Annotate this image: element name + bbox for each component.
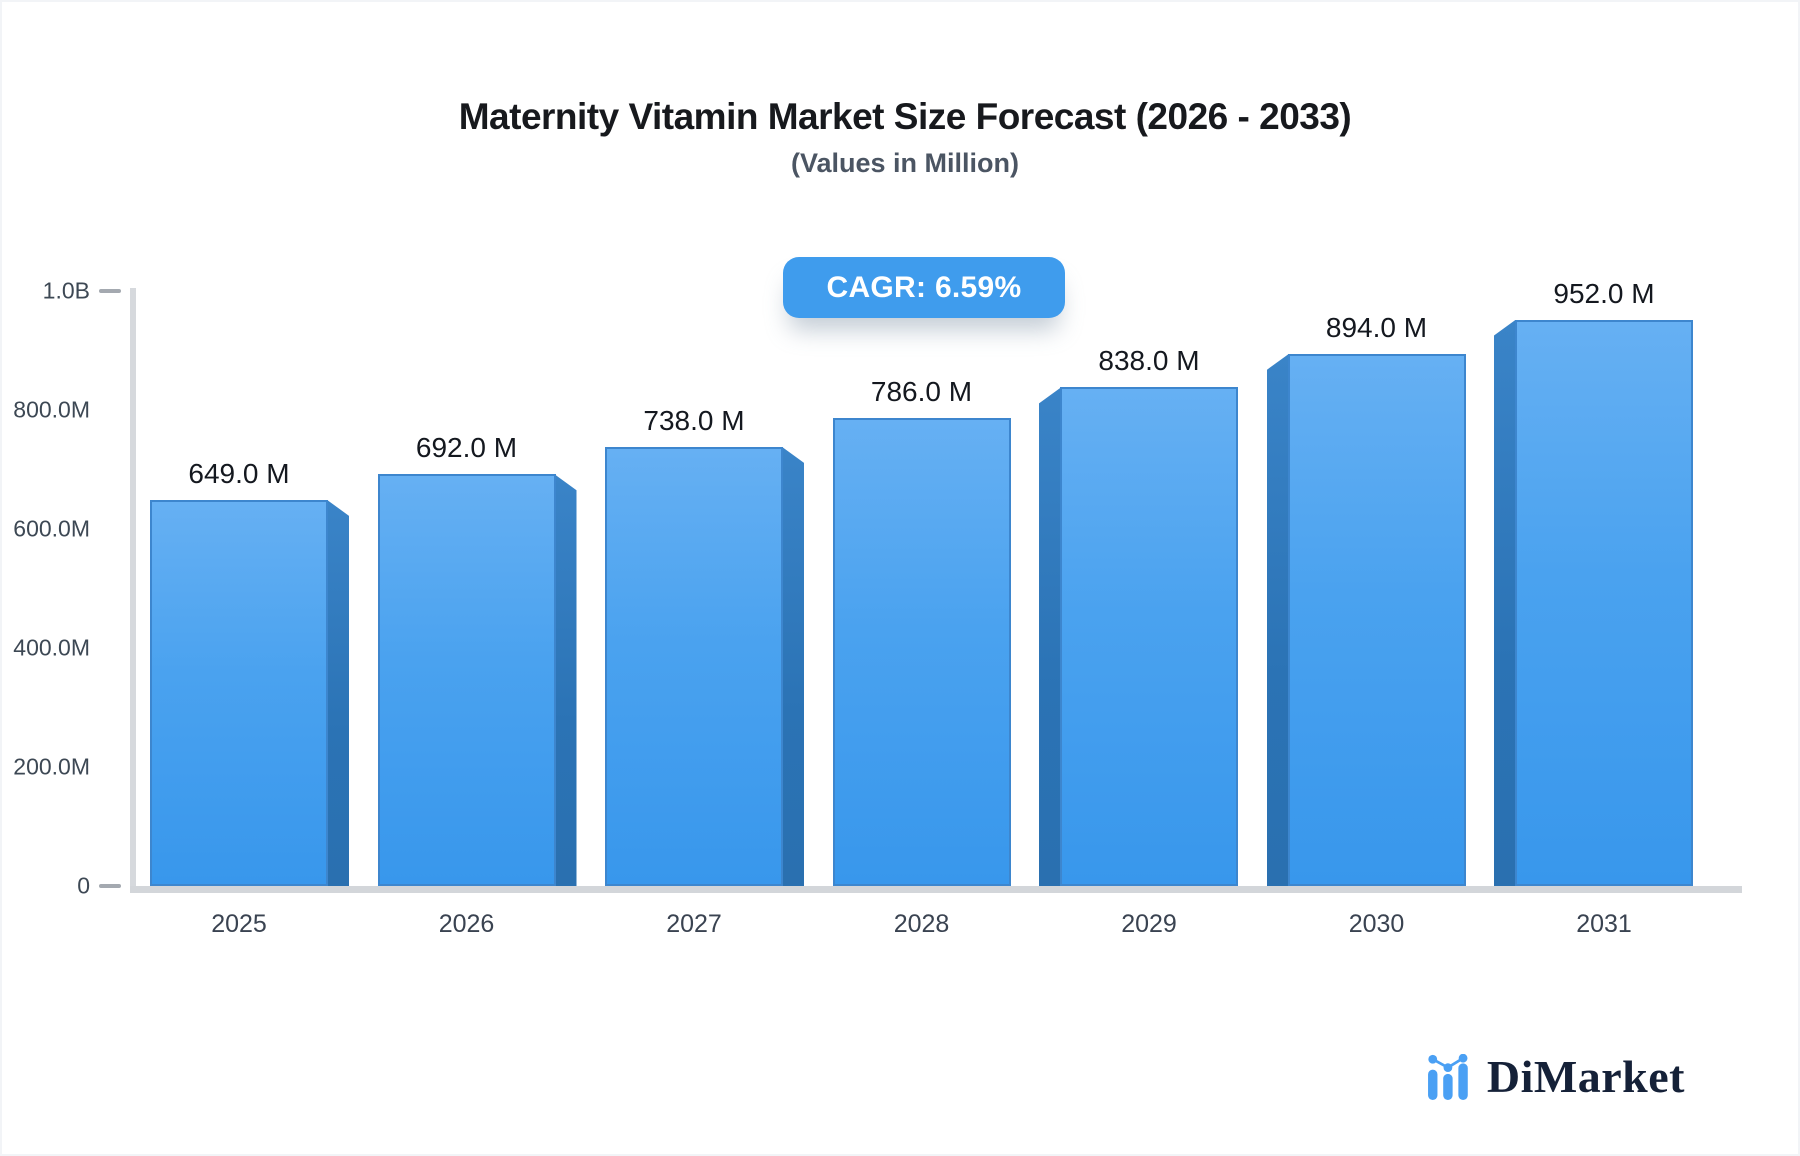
bar-side-face (1039, 387, 1061, 886)
bar-2029 (1060, 387, 1238, 886)
y-tick-mark (99, 289, 121, 293)
bar-value-label: 786.0 M (870, 376, 973, 408)
x-axis-label: 2029 (1121, 910, 1177, 938)
brand-name: DiMarket (1486, 1051, 1685, 1102)
y-tick-label: 200.0M (13, 753, 90, 780)
bar-2030 (1287, 354, 1466, 886)
bar-2028 (832, 418, 1011, 886)
x-axis-label: 2025 (211, 910, 267, 938)
bar-side-face (1266, 354, 1289, 886)
brand-logo: DiMarket (1427, 1050, 1685, 1103)
bar-2031 (1515, 319, 1693, 886)
y-tick-label: 1.0B (42, 277, 90, 304)
bar-side-face (782, 446, 804, 886)
page-subtitle: (Values in Million) (790, 148, 1020, 178)
bar-value-label: 838.0 M (1098, 345, 1200, 377)
bar-2025 (150, 499, 328, 886)
bar-side-face (1494, 319, 1516, 886)
cagr-badge-label: CAGR: 6.59% (826, 270, 1022, 304)
y-tick-label: 600.0M (13, 515, 90, 542)
bar-value-label: 649.0 M (188, 457, 290, 489)
bar-value-label: 894.0 M (1325, 312, 1428, 344)
bar-2026 (377, 474, 556, 886)
page-title: Maternity Vitamin Market Size Forecast (… (458, 96, 1352, 137)
bar-value-label: 952.0 M (1553, 277, 1655, 309)
x-axis-label: 2027 (666, 910, 722, 938)
cagr-badge: CAGR: 6.59% (783, 257, 1065, 318)
y-axis-line (130, 288, 136, 889)
x-axis-line (130, 886, 1742, 893)
x-axis-label: 2031 (1576, 910, 1632, 938)
x-axis-label: 2028 (893, 910, 950, 938)
bar-value-label: 738.0 M (643, 404, 745, 436)
x-axis-label: 2030 (1348, 910, 1405, 938)
y-tick-label: 400.0M (13, 634, 90, 661)
y-tick-mark (99, 884, 121, 888)
bar-2027 (605, 446, 783, 886)
bar-chart-logo-icon (1427, 1053, 1468, 1100)
x-axis-label: 2026 (438, 910, 495, 938)
bar-value-label: 692.0 M (415, 432, 518, 464)
y-tick-label: 800.0M (13, 396, 90, 423)
bar-side-face (554, 474, 577, 886)
bar-side-face (327, 499, 349, 886)
y-tick-label: 0 (77, 872, 90, 899)
